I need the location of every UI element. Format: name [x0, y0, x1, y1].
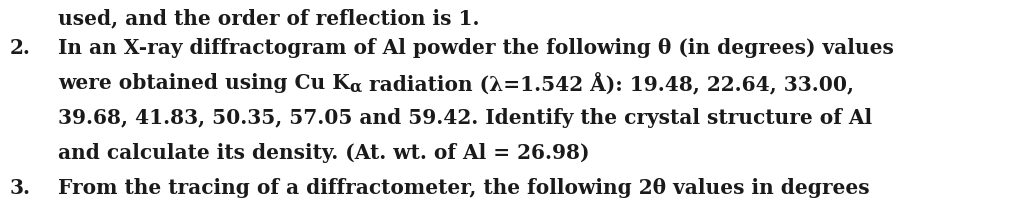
- Text: α: α: [350, 79, 362, 95]
- Text: and calculate its density. (At. wt. of Al = 26.98): and calculate its density. (At. wt. of A…: [58, 142, 590, 162]
- Text: used, and the order of reflection is 1.: used, and the order of reflection is 1.: [58, 8, 479, 28]
- Text: radiation (λ=1.542 Å): 19.48, 22.64, 33.00,: radiation (λ=1.542 Å): 19.48, 22.64, 33.…: [362, 73, 854, 95]
- Text: were obtained using Cu K: were obtained using Cu K: [58, 73, 350, 93]
- Text: From the tracing of a diffractometer, the following 2θ values in degrees: From the tracing of a diffractometer, th…: [58, 177, 869, 197]
- Text: 3.: 3.: [10, 177, 31, 197]
- Text: 2.: 2.: [10, 38, 31, 58]
- Text: In an X-ray diffractogram of Al powder the following θ (in degrees) values: In an X-ray diffractogram of Al powder t…: [58, 38, 894, 58]
- Text: 39.68, 41.83, 50.35, 57.05 and 59.42. Identify the crystal structure of Al: 39.68, 41.83, 50.35, 57.05 and 59.42. Id…: [58, 108, 872, 127]
